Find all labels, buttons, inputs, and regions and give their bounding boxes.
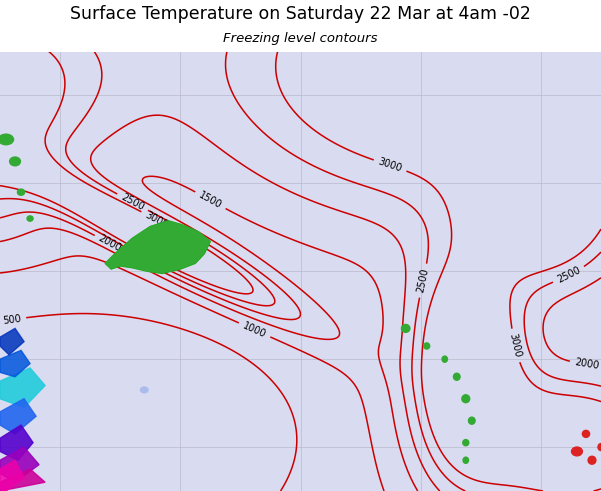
Ellipse shape [17,189,25,195]
Ellipse shape [454,373,460,380]
Text: Freezing level contours: Freezing level contours [223,32,378,45]
Polygon shape [0,460,24,491]
Ellipse shape [141,387,148,393]
Text: 500: 500 [2,313,22,326]
Text: 2500: 2500 [416,268,430,294]
Ellipse shape [424,343,430,349]
Polygon shape [0,447,39,482]
Ellipse shape [442,356,448,362]
Ellipse shape [582,430,590,437]
Ellipse shape [572,447,582,456]
Text: 2500: 2500 [555,265,582,285]
Polygon shape [0,469,45,491]
Ellipse shape [469,417,475,424]
Text: 2500: 2500 [119,192,146,212]
Text: 2000: 2000 [97,234,123,254]
Text: 1500: 1500 [197,190,224,211]
Text: Surface Temperature on Saturday 22 Mar at 4am -02: Surface Temperature on Saturday 22 Mar a… [70,5,531,24]
Text: 2000: 2000 [574,357,600,371]
Ellipse shape [588,456,596,464]
Ellipse shape [598,443,601,451]
Ellipse shape [10,157,20,166]
Ellipse shape [401,325,410,332]
Polygon shape [0,328,24,355]
Text: 3000: 3000 [377,157,403,174]
Polygon shape [105,221,210,273]
Polygon shape [0,351,30,377]
Polygon shape [0,399,36,434]
Ellipse shape [463,457,469,464]
Text: 3000: 3000 [144,210,170,230]
Ellipse shape [27,216,33,221]
Ellipse shape [0,134,14,145]
Ellipse shape [462,395,470,403]
Ellipse shape [463,439,469,446]
Polygon shape [0,425,33,460]
Text: 1000: 1000 [242,320,268,339]
Polygon shape [0,368,45,408]
Text: 3000: 3000 [507,332,523,359]
